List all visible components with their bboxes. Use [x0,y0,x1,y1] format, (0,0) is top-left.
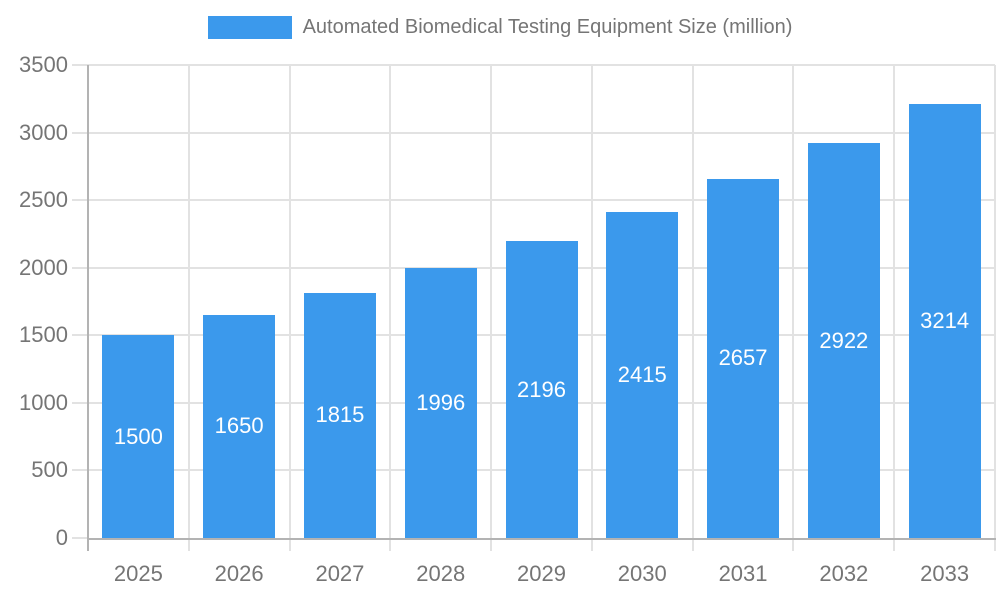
bar: 2196 [505,241,578,538]
y-axis-line [87,65,89,551]
legend-item[interactable]: Automated Biomedical Testing Equipment S… [207,16,793,39]
legend-swatch [207,16,292,39]
gridline-vertical [187,65,190,551]
bar-value-label: 1815 [315,402,365,428]
x-tick-label: 2029 [517,561,566,586]
bar: 1500 [102,335,175,538]
gridline-vertical [590,65,593,551]
bar: 2657 [707,178,780,538]
bar: 3214 [908,103,981,538]
gridline-vertical [994,65,996,551]
gridline-vertical [792,65,795,551]
x-tick-label: 2027 [315,561,365,586]
y-axis-tick [72,537,88,539]
gridline-vertical [691,65,694,551]
bar-value-label: 1650 [214,413,264,439]
x-tick-label: 2033 [920,561,970,586]
bar-value-label: 1500 [113,423,163,449]
bar: 1650 [203,315,276,538]
gridline-horizontal [72,199,995,202]
gridline-horizontal [72,64,995,66]
x-tick-label: 2030 [617,561,667,586]
y-tick-label: 1500 [19,322,68,348]
bar: 1815 [303,292,376,538]
gridline-vertical [389,65,392,551]
x-tick-label: 2025 [113,561,163,586]
x-tick-label: 2026 [214,561,264,586]
bar: 2922 [807,143,880,538]
legend-label: Automated Biomedical Testing Equipment S… [302,16,793,38]
bar-value-label: 1996 [416,390,466,416]
bar: 2415 [606,211,679,538]
y-tick-label: 2000 [19,254,68,280]
y-tick-label: 3500 [19,52,68,77]
bar-value-label: 2922 [819,327,869,353]
bar-value-label: 2657 [718,345,768,371]
bar-value-label: 3214 [920,307,970,333]
chart-legend: Automated Biomedical Testing Equipment S… [0,16,1000,39]
x-axis-line [87,538,996,540]
gridline-horizontal [72,131,995,134]
x-tick-label: 2028 [416,561,466,586]
gridline-vertical [893,65,896,551]
y-tick-label: 0 [55,525,68,550]
y-tick-label: 2500 [19,187,68,213]
y-tick-label: 500 [31,457,68,483]
y-tick-label: 3000 [19,119,68,145]
bar: 1996 [404,268,477,538]
y-tick-label: 1000 [19,389,68,415]
bar-value-label: 2415 [617,361,667,387]
bar-value-label: 2196 [517,376,566,402]
x-tick-label: 2031 [718,561,768,586]
gridline-vertical [490,65,493,551]
gridline-vertical [288,65,291,551]
x-tick-label: 2032 [819,561,869,586]
